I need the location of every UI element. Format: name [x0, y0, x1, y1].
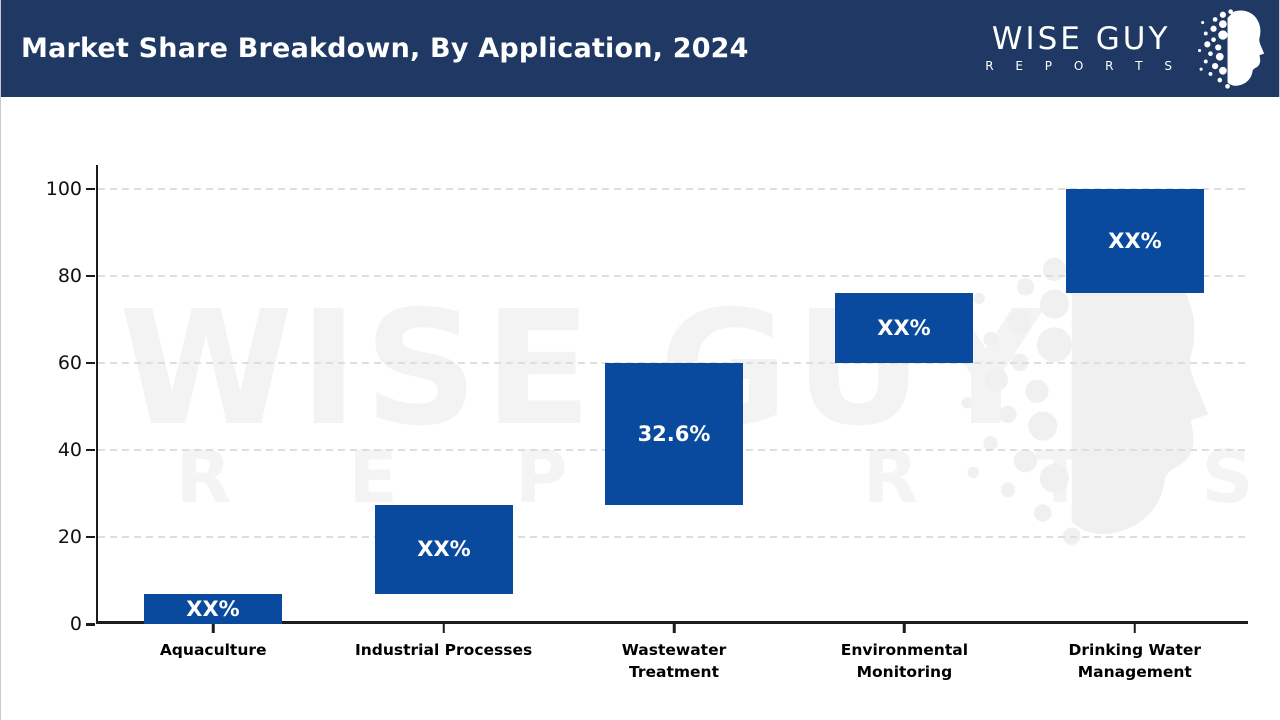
page-title: Market Share Breakdown, By Application, … [21, 33, 749, 64]
x-category-label: Wastewater Treatment [621, 641, 727, 681]
x-tick-mark [1133, 624, 1137, 633]
x-category-label: Environmental Monitoring [840, 641, 969, 681]
y-tick-mark [86, 448, 95, 452]
y-tick-mark [86, 623, 95, 626]
logo-wordmark: WISE GUY [991, 21, 1171, 57]
gridline-20 [98, 535, 1248, 538]
bar-value-label: XX% [186, 596, 240, 621]
bar: XX% [144, 593, 282, 624]
x-tick-mark [442, 624, 445, 633]
x-category-label: Drinking Water Management [1068, 641, 1202, 681]
y-tick-mark [86, 274, 95, 278]
y-tick-mark [86, 187, 95, 191]
bar: 32.6% [605, 362, 743, 505]
y-tick-mark [86, 535, 95, 539]
watermark-face-dots-icon [961, 249, 1209, 545]
x-tick-mark [903, 624, 906, 633]
y-tick-label: 20 [57, 525, 82, 548]
x-category-label: Industrial Processes [354, 641, 533, 659]
bar: XX% [1066, 188, 1204, 294]
bar: XX% [835, 293, 973, 363]
logo-text: WISE GUY R E P O R T S [981, 21, 1181, 74]
y-tick-label: 0 [69, 613, 82, 635]
chart-area: WISE GUY R E P O R T S 020406080100XX%Aq… [1, 97, 1280, 720]
y-tick-label: 40 [57, 438, 82, 461]
x-tick-mark [211, 624, 215, 633]
y-tick-label: 60 [57, 351, 82, 374]
header-banner: Market Share Breakdown, By Application, … [1, 0, 1279, 97]
x-tick-mark [672, 624, 676, 633]
gridline-80 [98, 274, 1248, 277]
logo-face-dots-icon [1198, 8, 1265, 89]
y-tick-label: 100 [45, 177, 82, 200]
y-tick-mark [86, 361, 95, 365]
x-category-label: Aquaculture [159, 641, 267, 659]
bar-value-label: XX% [1108, 229, 1162, 254]
y-tick-label: 80 [57, 264, 82, 287]
bar-value-label: XX% [877, 316, 931, 341]
gridline-100 [98, 187, 1248, 190]
bar-value-label: XX% [417, 537, 471, 562]
logo-subtitle: R E P O R T S [985, 59, 1181, 73]
bar-value-label: 32.6% [637, 421, 711, 446]
bar: XX% [375, 504, 513, 594]
plot-area: 0 20 40 60 80 100 XX% Aquaculture XX% Industrial … [46, 165, 1248, 681]
wise-guy-logo: WISE GUY R E P O R T S [981, 7, 1265, 91]
